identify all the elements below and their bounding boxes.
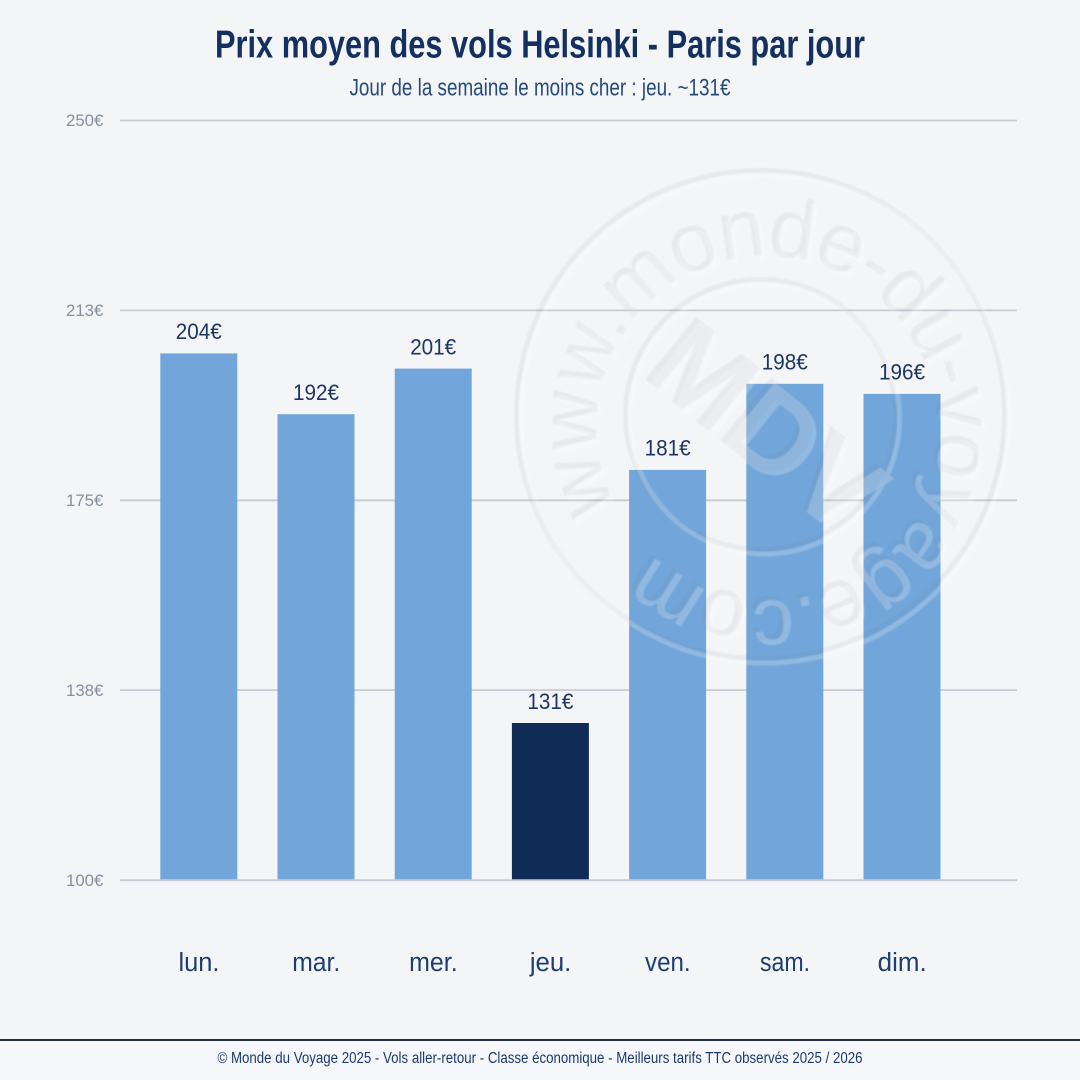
svg-text:192€: 192€ [293, 380, 339, 405]
svg-text:204€: 204€ [176, 319, 222, 344]
svg-text:Jour de la semaine le moins ch: Jour de la semaine le moins cher : jeu. … [350, 74, 731, 101]
svg-text:250€: 250€ [66, 111, 104, 130]
svg-text:198€: 198€ [762, 350, 808, 375]
svg-text:ven.: ven. [645, 949, 691, 977]
svg-text:181€: 181€ [645, 436, 691, 461]
svg-text:201€: 201€ [410, 334, 456, 359]
svg-text:Prix moyen des vols Helsinki -: Prix moyen des vols Helsinki - Paris par… [215, 24, 865, 67]
svg-text:213€: 213€ [66, 301, 104, 320]
svg-text:jeu.: jeu. [529, 949, 572, 977]
svg-text:138€: 138€ [66, 681, 104, 700]
svg-text:100€: 100€ [66, 871, 104, 890]
svg-text:© Monde du Voyage 2025 - Vols: © Monde du Voyage 2025 - Vols aller-reto… [218, 1050, 863, 1067]
svg-text:dim.: dim. [878, 949, 927, 977]
svg-text:mar.: mar. [292, 949, 340, 977]
svg-text:131€: 131€ [527, 689, 573, 714]
svg-text:sam.: sam. [760, 949, 810, 977]
svg-text:175€: 175€ [66, 491, 104, 510]
svg-text:mer.: mer. [409, 949, 458, 977]
svg-text:196€: 196€ [879, 360, 925, 385]
svg-text:lun.: lun. [179, 949, 220, 977]
